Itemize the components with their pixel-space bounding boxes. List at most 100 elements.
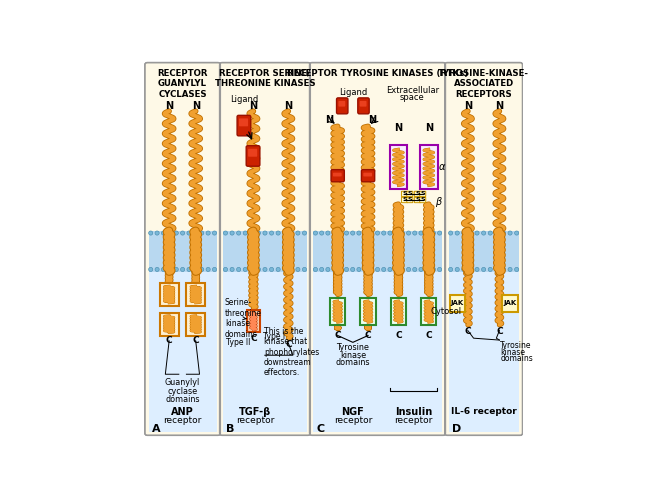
Circle shape	[382, 267, 386, 272]
Circle shape	[501, 231, 506, 235]
Circle shape	[419, 267, 423, 272]
Text: S: S	[402, 198, 407, 203]
FancyBboxPatch shape	[414, 191, 421, 197]
Circle shape	[437, 267, 442, 272]
Text: C: C	[365, 331, 371, 340]
FancyBboxPatch shape	[363, 173, 372, 176]
Circle shape	[250, 231, 254, 235]
Text: S: S	[408, 191, 412, 196]
Text: C: C	[496, 327, 502, 336]
Circle shape	[270, 267, 274, 272]
Circle shape	[320, 267, 324, 272]
Circle shape	[488, 231, 492, 235]
Circle shape	[501, 267, 506, 272]
Circle shape	[400, 267, 404, 272]
Text: RECEPTORS: RECEPTORS	[455, 90, 512, 99]
FancyBboxPatch shape	[414, 197, 421, 203]
Circle shape	[181, 231, 185, 235]
Circle shape	[326, 231, 330, 235]
Circle shape	[313, 267, 318, 272]
Circle shape	[475, 267, 479, 272]
Circle shape	[338, 231, 343, 235]
Circle shape	[432, 267, 436, 272]
Circle shape	[432, 231, 436, 235]
Circle shape	[168, 231, 172, 235]
Text: S: S	[402, 191, 407, 196]
Circle shape	[406, 231, 411, 235]
Circle shape	[149, 267, 153, 272]
Circle shape	[413, 267, 417, 272]
Text: N: N	[325, 115, 333, 125]
Text: domains: domains	[165, 395, 200, 404]
Text: S: S	[408, 198, 412, 203]
Circle shape	[344, 231, 348, 235]
Text: domains: domains	[500, 354, 533, 363]
Circle shape	[224, 267, 228, 272]
Circle shape	[155, 267, 159, 272]
Bar	[186, 283, 205, 306]
Circle shape	[224, 231, 228, 235]
FancyBboxPatch shape	[445, 63, 523, 435]
Circle shape	[230, 267, 234, 272]
Circle shape	[243, 231, 248, 235]
Circle shape	[419, 231, 423, 235]
Circle shape	[448, 231, 452, 235]
Text: A: A	[151, 423, 161, 433]
Circle shape	[187, 267, 191, 272]
Text: N: N	[192, 101, 200, 111]
FancyBboxPatch shape	[239, 118, 248, 126]
Circle shape	[482, 231, 486, 235]
Circle shape	[276, 267, 280, 272]
Text: S: S	[415, 191, 420, 196]
Text: RECEPTOR TYROSINE KINASES (RTKs): RECEPTOR TYROSINE KINASES (RTKs)	[287, 69, 468, 78]
Text: N: N	[464, 101, 472, 111]
Circle shape	[495, 231, 499, 235]
FancyBboxPatch shape	[145, 63, 220, 435]
Bar	[313, 272, 442, 431]
Circle shape	[193, 267, 198, 272]
Text: N: N	[395, 123, 402, 133]
Bar	[224, 272, 307, 431]
Text: receptor: receptor	[395, 416, 433, 424]
Bar	[149, 231, 216, 272]
Text: C: C	[166, 336, 172, 345]
Circle shape	[388, 231, 392, 235]
Bar	[313, 231, 442, 272]
Text: TYROSINE-KINASE-: TYROSINE-KINASE-	[438, 69, 529, 78]
Text: space: space	[400, 93, 425, 103]
Text: ASSOCIATED: ASSOCIATED	[454, 79, 514, 88]
Text: C: C	[426, 331, 432, 340]
Circle shape	[174, 231, 178, 235]
Text: CYCLASES: CYCLASES	[159, 90, 207, 99]
FancyBboxPatch shape	[407, 191, 413, 197]
FancyBboxPatch shape	[402, 197, 408, 203]
Circle shape	[469, 267, 473, 272]
Circle shape	[357, 231, 361, 235]
Text: kinase: kinase	[500, 348, 525, 356]
FancyBboxPatch shape	[220, 63, 310, 435]
Circle shape	[213, 231, 216, 235]
Circle shape	[508, 231, 512, 235]
Text: kinase: kinase	[340, 351, 366, 360]
Circle shape	[213, 267, 216, 272]
Text: THREONINE KINASES: THREONINE KINASES	[214, 79, 315, 88]
FancyBboxPatch shape	[361, 170, 374, 182]
Circle shape	[515, 267, 519, 272]
FancyBboxPatch shape	[339, 101, 345, 106]
Circle shape	[350, 231, 355, 235]
Text: Tyrosine: Tyrosine	[337, 343, 369, 352]
Circle shape	[296, 231, 300, 235]
FancyBboxPatch shape	[246, 146, 260, 166]
Text: N: N	[250, 101, 257, 111]
Text: N: N	[284, 101, 292, 111]
FancyBboxPatch shape	[402, 191, 408, 197]
Circle shape	[369, 231, 373, 235]
Circle shape	[174, 267, 178, 272]
Text: β: β	[435, 197, 441, 207]
Text: Serine-
threonine
kinase
domains: Serine- threonine kinase domains	[225, 298, 262, 339]
Bar	[330, 298, 345, 325]
Circle shape	[200, 231, 204, 235]
Bar	[224, 231, 307, 272]
Circle shape	[326, 267, 330, 272]
Text: ANP: ANP	[171, 407, 194, 417]
